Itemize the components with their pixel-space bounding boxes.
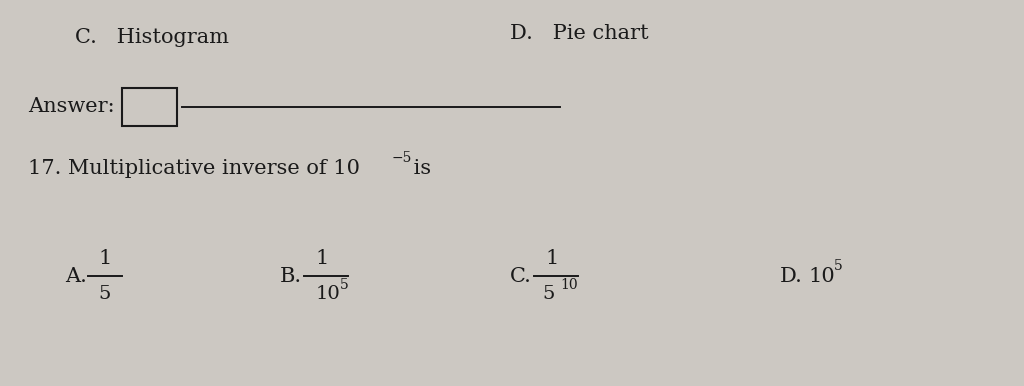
Text: Answer:: Answer: <box>28 96 115 115</box>
Text: D.: D. <box>780 266 803 286</box>
Text: A.: A. <box>65 266 87 286</box>
Text: D.   Pie chart: D. Pie chart <box>510 24 648 43</box>
Text: B.: B. <box>280 266 302 286</box>
Text: 10: 10 <box>316 285 341 303</box>
Text: 1: 1 <box>98 249 112 267</box>
Text: 10: 10 <box>808 266 835 286</box>
Text: C.   Histogram: C. Histogram <box>75 28 229 47</box>
Text: 1: 1 <box>546 249 559 267</box>
Text: 5: 5 <box>542 285 554 303</box>
Text: 5: 5 <box>834 259 843 273</box>
Text: 5: 5 <box>340 278 349 292</box>
Text: 10: 10 <box>560 278 578 292</box>
Text: 5: 5 <box>98 285 112 303</box>
Text: 17. Multiplicative inverse of 10: 17. Multiplicative inverse of 10 <box>28 159 360 178</box>
Text: is: is <box>407 159 431 178</box>
Text: C.: C. <box>510 266 531 286</box>
Text: −5: −5 <box>392 151 413 165</box>
Bar <box>122 88 177 126</box>
Text: 1: 1 <box>315 249 329 267</box>
